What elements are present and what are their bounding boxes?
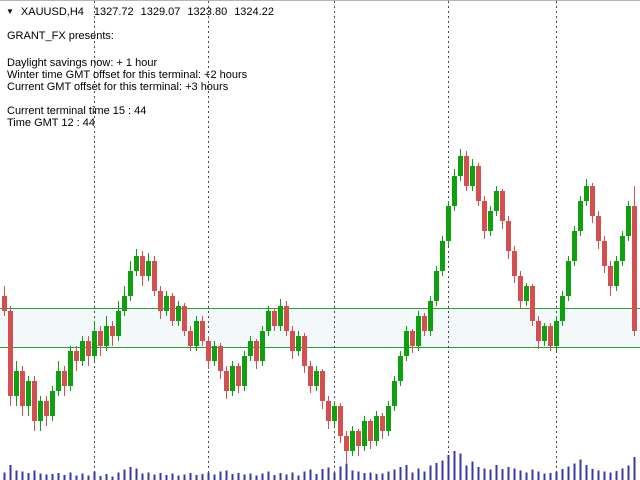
indicator-comment-overlay: GRANT_FX presents: Daylight savings now:… [7,30,247,129]
ohlc-high-value: 1329.07 [140,6,181,18]
volume-layer [3,451,636,480]
comment-brand-line: GRANT_FX presents: [7,30,114,42]
comment-gmt-time-line: Time GMT 12 : 44 [7,117,96,129]
ohlc-low-value: 1323.80 [187,6,228,18]
chart-symbol-period: XAUUSD,H4 [20,6,84,18]
ohlc-close-value: 1324.22 [234,6,274,18]
comment-current-offset-line: Current GMT offset for this terminal: +3… [7,81,229,93]
chart-title-bar: ▼ XAUUSD,H4 1327.72 1329.07 1323.80 1324… [6,6,281,18]
chart-dropdown-icon[interactable]: ▼ [6,7,14,16]
comment-terminal-time-line: Current terminal time 15 : 44 [7,105,147,117]
comment-winter-offset-line: Winter time GMT offset for this terminal… [7,69,248,81]
ohlc-open-value: 1327.72 [93,6,134,18]
candles-layer [2,149,637,463]
comment-dst-line: Daylight savings now: + 1 hour [7,57,158,69]
